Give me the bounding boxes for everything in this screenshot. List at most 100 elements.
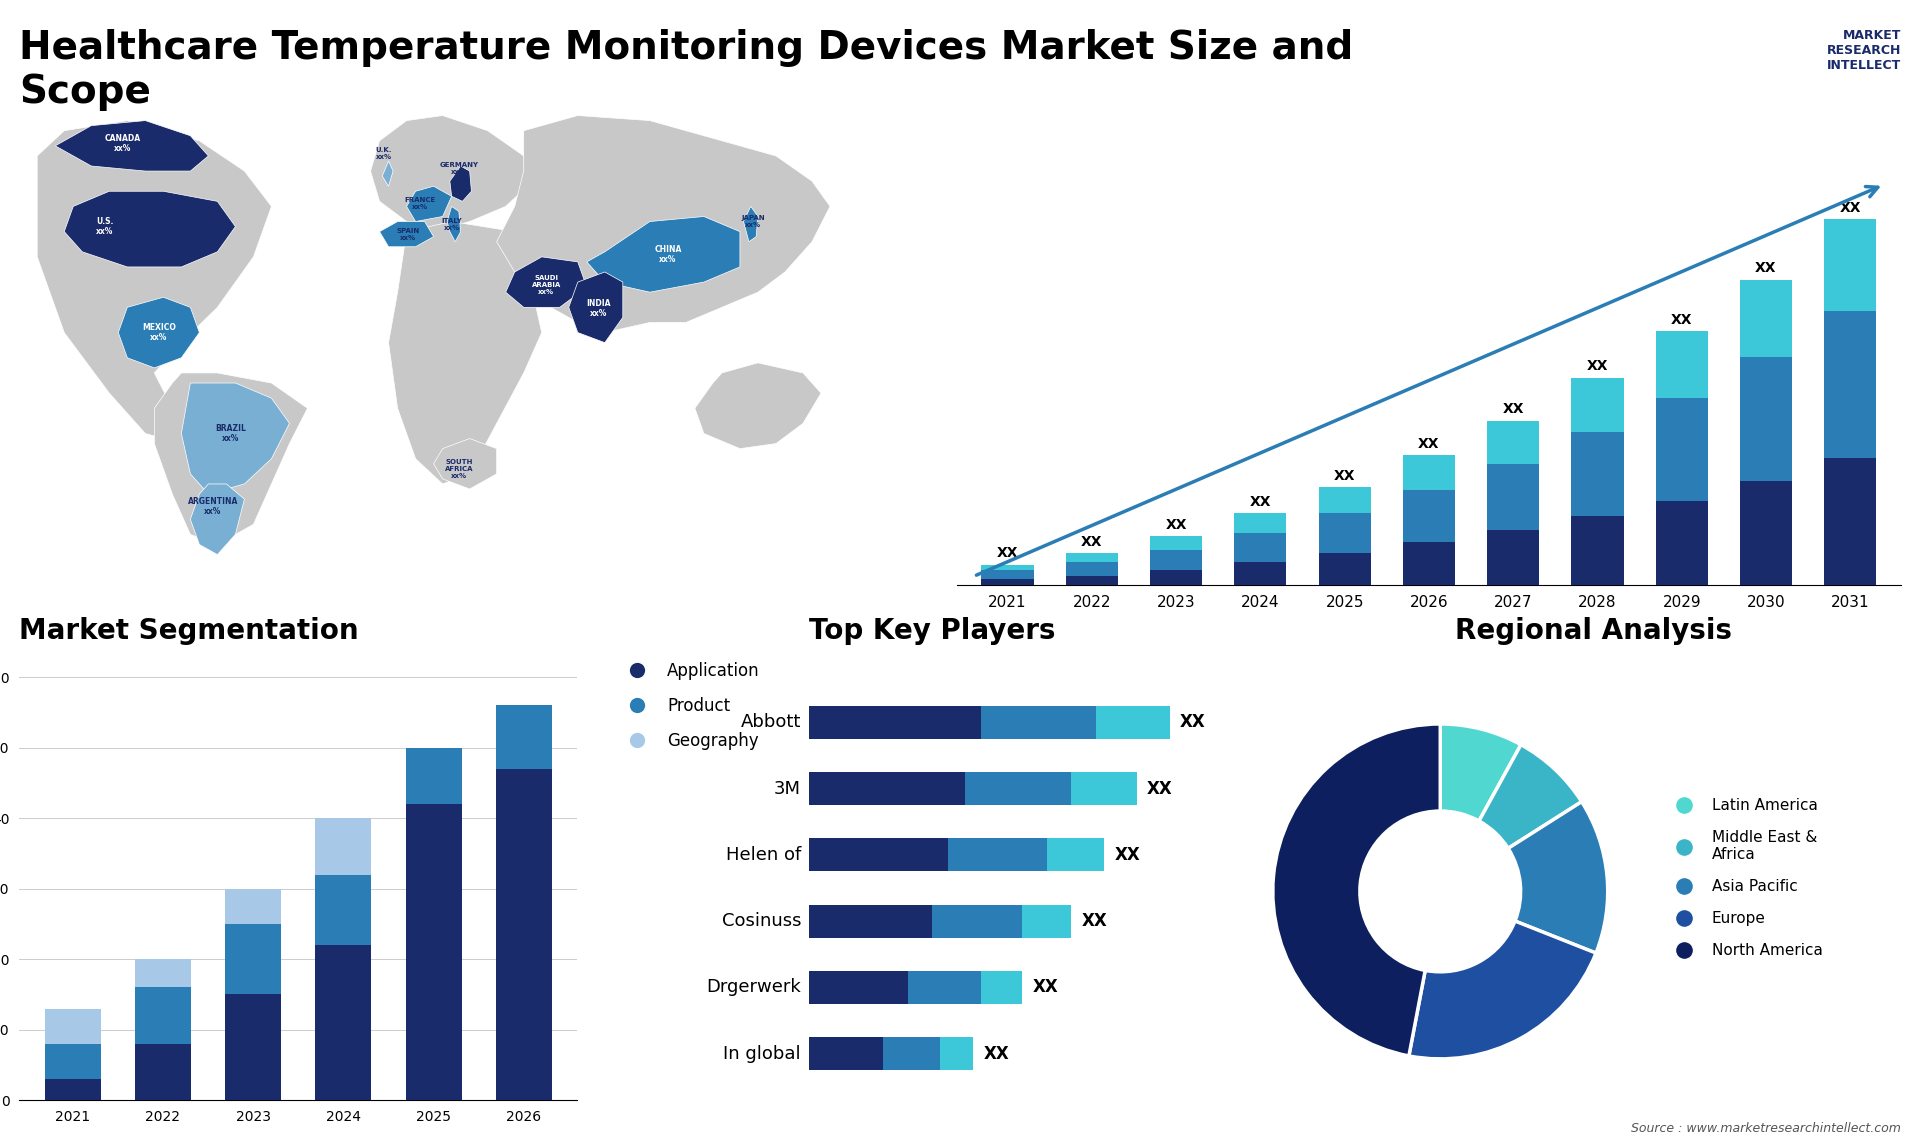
Bar <box>981 565 1033 571</box>
Text: INDIA
xx%: INDIA xx% <box>586 299 611 319</box>
Text: GERMANY
xx%: GERMANY xx% <box>440 162 478 175</box>
Bar <box>1150 550 1202 571</box>
Bar <box>1235 562 1286 584</box>
Bar <box>1824 458 1876 584</box>
Bar <box>966 772 1071 806</box>
Bar <box>1655 502 1707 584</box>
PathPatch shape <box>36 120 271 444</box>
Bar <box>495 769 553 1100</box>
Title: Top Key Players: Top Key Players <box>808 618 1056 645</box>
Bar <box>808 772 966 806</box>
Text: JAPAN
xx%: JAPAN xx% <box>741 215 766 228</box>
Bar <box>981 971 1021 1004</box>
Bar <box>134 959 190 988</box>
Bar <box>1404 455 1455 489</box>
Text: U.K.
xx%: U.K. xx% <box>376 147 392 160</box>
Bar <box>1571 516 1624 584</box>
Bar <box>1740 358 1791 481</box>
Text: Cosinuss: Cosinuss <box>722 912 801 931</box>
Bar <box>941 1037 973 1070</box>
Bar <box>315 874 371 945</box>
Bar <box>1319 487 1371 513</box>
Text: Abbott: Abbott <box>741 713 801 731</box>
Text: MEXICO
xx%: MEXICO xx% <box>142 323 177 343</box>
Text: XX: XX <box>983 1045 1010 1062</box>
Bar <box>1319 513 1371 554</box>
Text: Helen of: Helen of <box>726 846 801 864</box>
Text: CHINA
xx%: CHINA xx% <box>655 244 682 264</box>
Text: Market Segmentation: Market Segmentation <box>19 618 359 645</box>
Bar <box>1071 772 1137 806</box>
PathPatch shape <box>371 116 532 231</box>
Bar <box>1150 571 1202 584</box>
PathPatch shape <box>180 383 290 494</box>
Bar <box>808 706 981 739</box>
Bar <box>44 1044 100 1080</box>
Bar <box>1066 576 1117 584</box>
Text: XX: XX <box>1334 469 1356 482</box>
Bar <box>1066 562 1117 576</box>
Bar <box>1404 542 1455 584</box>
Bar <box>1319 554 1371 584</box>
Bar <box>1488 531 1540 584</box>
Bar <box>908 971 981 1004</box>
Bar <box>1655 398 1707 502</box>
Bar <box>1235 533 1286 562</box>
Bar <box>1021 904 1071 937</box>
PathPatch shape <box>190 484 244 555</box>
Text: CANADA
xx%: CANADA xx% <box>106 134 140 154</box>
PathPatch shape <box>388 221 541 484</box>
Bar <box>44 1080 100 1100</box>
PathPatch shape <box>447 206 461 242</box>
Text: Drgerwerk: Drgerwerk <box>707 979 801 997</box>
Bar <box>1824 219 1876 312</box>
Text: SAUDI
ARABIA
xx%: SAUDI ARABIA xx% <box>532 275 561 295</box>
Text: XX: XX <box>1146 779 1173 798</box>
Text: In global: In global <box>724 1045 801 1062</box>
PathPatch shape <box>505 257 588 307</box>
Bar <box>981 571 1033 579</box>
Text: U.S.
xx%: U.S. xx% <box>96 217 113 236</box>
PathPatch shape <box>56 120 209 171</box>
Text: SPAIN
xx%: SPAIN xx% <box>397 228 420 241</box>
Bar <box>405 804 461 1100</box>
PathPatch shape <box>497 116 829 332</box>
Legend: Latin America, Middle East &
Africa, Asia Pacific, Europe, North America: Latin America, Middle East & Africa, Asi… <box>1663 792 1828 964</box>
Text: XX: XX <box>1081 535 1102 549</box>
PathPatch shape <box>63 191 236 267</box>
Bar <box>931 904 1021 937</box>
Bar <box>1096 706 1169 739</box>
Bar <box>808 1037 883 1070</box>
Bar <box>1066 554 1117 562</box>
Bar <box>1571 432 1624 516</box>
Bar <box>1404 489 1455 542</box>
Text: XX: XX <box>1179 713 1206 731</box>
PathPatch shape <box>695 363 822 448</box>
Bar <box>883 1037 941 1070</box>
Text: XX: XX <box>1250 495 1271 509</box>
Text: ARGENTINA
xx%: ARGENTINA xx% <box>188 497 238 517</box>
Text: XX: XX <box>1419 437 1440 452</box>
Legend: Application, Product, Geography: Application, Product, Geography <box>614 656 766 756</box>
Text: FRANCE
xx%: FRANCE xx% <box>405 197 436 211</box>
Bar <box>1488 464 1540 531</box>
Bar <box>134 1044 190 1100</box>
Text: 3M: 3M <box>774 779 801 798</box>
Text: Source : www.marketresearchintellect.com: Source : www.marketresearchintellect.com <box>1630 1122 1901 1135</box>
Text: XX: XX <box>996 547 1018 560</box>
Text: BRAZIL
xx%: BRAZIL xx% <box>215 424 246 444</box>
Text: XX: XX <box>1081 912 1108 931</box>
PathPatch shape <box>154 372 307 544</box>
Bar <box>1655 331 1707 398</box>
Bar <box>495 706 553 769</box>
PathPatch shape <box>382 160 394 186</box>
Bar <box>1235 513 1286 533</box>
PathPatch shape <box>407 186 451 221</box>
Bar <box>808 839 948 871</box>
Bar <box>1150 536 1202 550</box>
Bar <box>134 988 190 1044</box>
PathPatch shape <box>588 217 739 292</box>
Bar <box>225 924 280 995</box>
PathPatch shape <box>119 297 200 368</box>
Text: XX: XX <box>1670 313 1692 327</box>
